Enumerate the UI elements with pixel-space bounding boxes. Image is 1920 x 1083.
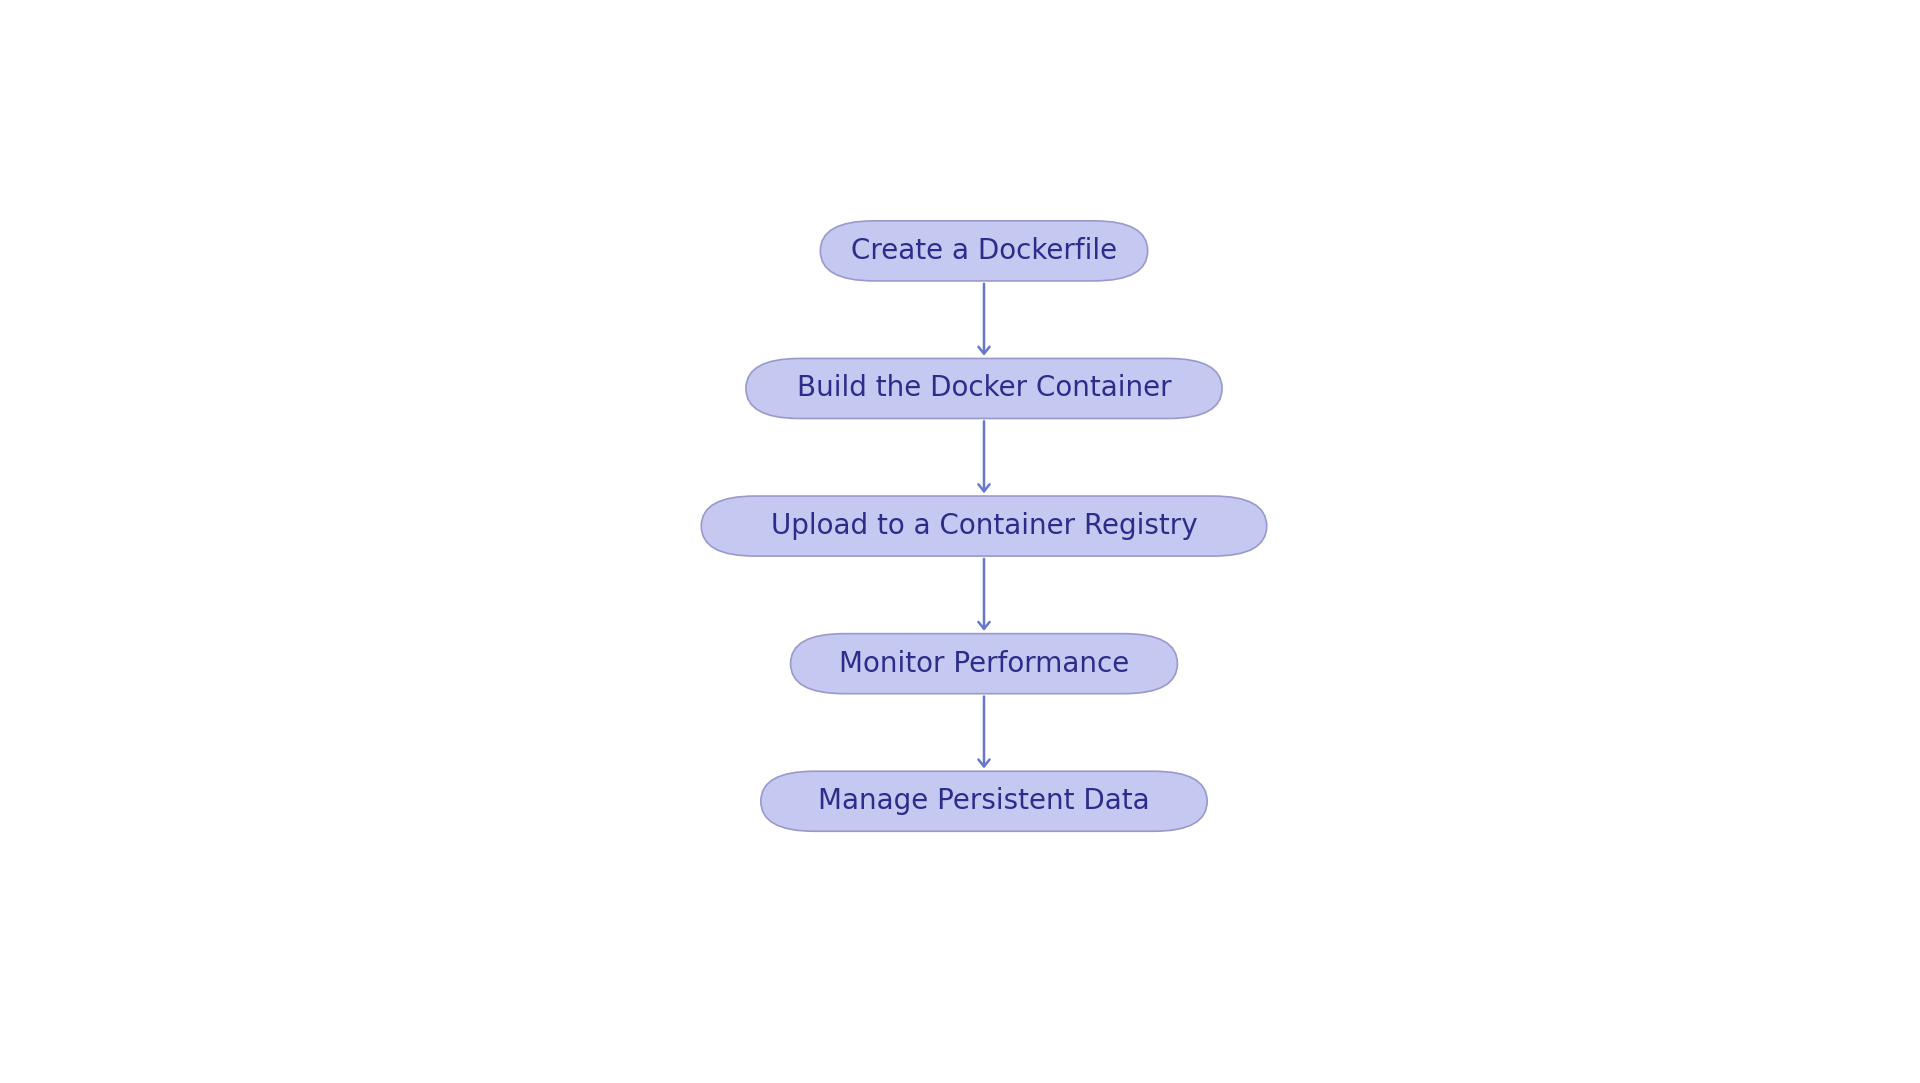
FancyBboxPatch shape [820,221,1148,280]
FancyBboxPatch shape [791,634,1177,694]
Text: Manage Persistent Data: Manage Persistent Data [818,787,1150,815]
Text: Create a Dockerfile: Create a Dockerfile [851,237,1117,265]
FancyBboxPatch shape [745,358,1221,418]
FancyBboxPatch shape [701,496,1267,556]
Text: Upload to a Container Registry: Upload to a Container Registry [770,512,1198,540]
Text: Monitor Performance: Monitor Performance [839,650,1129,678]
FancyBboxPatch shape [760,771,1208,832]
Text: Build the Docker Container: Build the Docker Container [797,375,1171,403]
